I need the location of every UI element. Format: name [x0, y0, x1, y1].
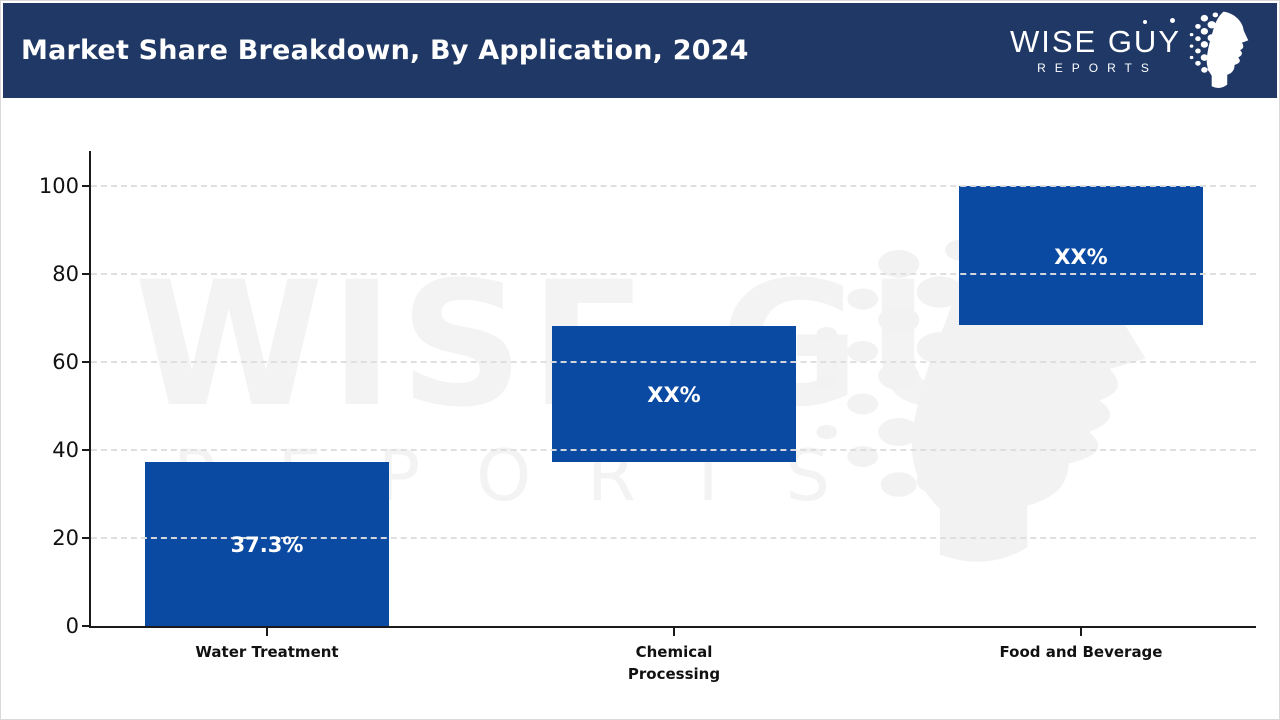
y-tick-label: 60 [52, 350, 79, 374]
y-tick-label: 40 [52, 438, 79, 462]
y-tick-mark [82, 537, 90, 539]
x-category-label: Chemical Processing [627, 643, 721, 683]
bar-chemical-processing [552, 325, 796, 462]
chart-title: Market Share Breakdown, By Application, … [21, 35, 749, 66]
x-category-label: Food and Beverage [999, 643, 1163, 661]
y-tick-label: 80 [52, 262, 79, 286]
gridline [91, 273, 1256, 275]
y-tick-label: 20 [52, 526, 79, 550]
gridline [91, 185, 1256, 187]
gridline [91, 361, 1256, 363]
gridline [91, 537, 1256, 539]
plot-area: 0 20 40 60 80 100 37.3% Water Treatment XX% Chemi… [39, 151, 1256, 683]
logo-text: WISE GUY REPORTS [1009, 18, 1181, 75]
logo-wordmark: WISE GUY [1009, 24, 1181, 59]
bar-value-label: XX% [1054, 244, 1108, 269]
x-tick-mark [266, 628, 268, 636]
logo-dot-icon [1143, 20, 1147, 24]
x-tick-mark [1080, 628, 1082, 636]
logo-head-icon [1189, 11, 1249, 88]
y-tick-mark [82, 625, 90, 627]
y-tick-mark [82, 449, 90, 451]
bar-value-label: 37.3% [230, 532, 304, 557]
gridline [91, 449, 1256, 451]
x-tick-mark [673, 628, 675, 636]
y-tick-mark [82, 273, 90, 275]
y-tick-label: 0 [65, 614, 79, 638]
y-tick-mark [82, 361, 90, 363]
y-tick-label: 100 [38, 174, 79, 198]
bar-water-treatment [145, 461, 389, 626]
wiseguy-logo: WISE GUY REPORTS [1010, 10, 1251, 92]
header: Market Share Breakdown, By Application, … [3, 3, 1277, 98]
y-tick-mark [82, 185, 90, 187]
x-category-label: Water Treatment [195, 643, 339, 661]
logo-dot-icon [1170, 18, 1175, 23]
bar-value-label: XX% [647, 382, 701, 407]
logo-subtitle: REPORTS [1037, 61, 1158, 75]
